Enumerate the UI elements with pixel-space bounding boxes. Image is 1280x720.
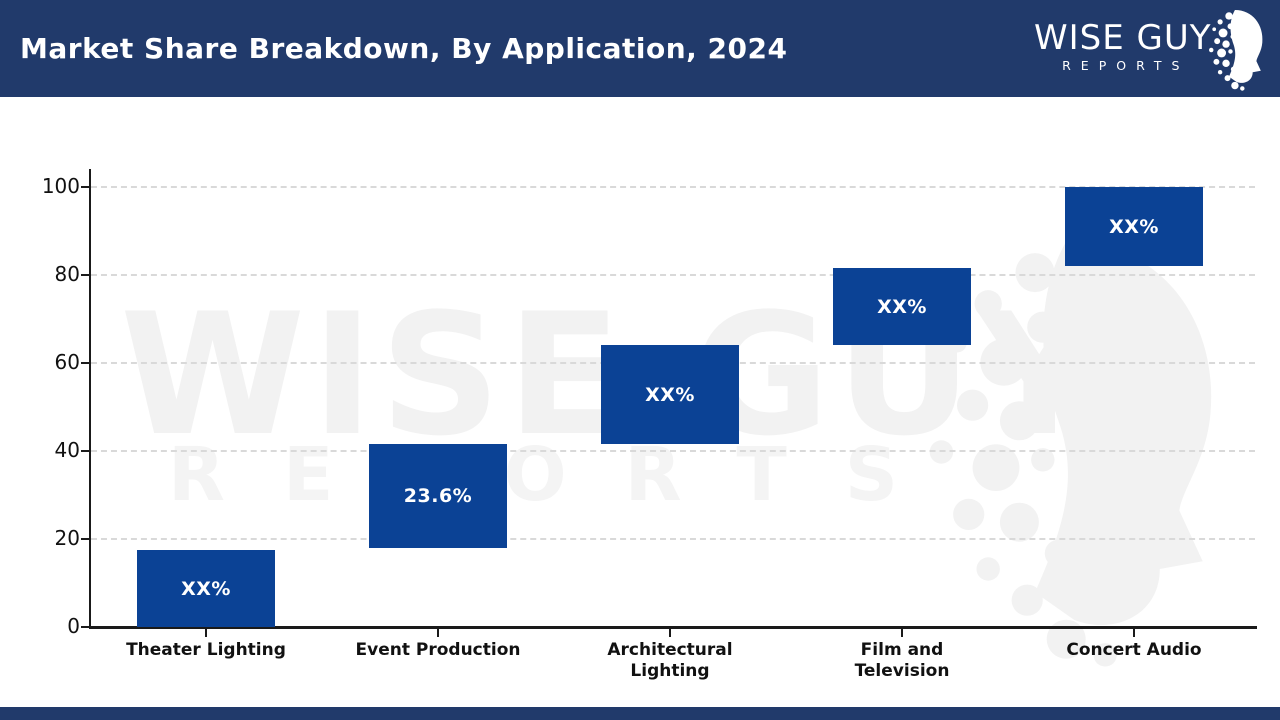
x-axis-tick-label: Theater Lighting: [126, 640, 286, 660]
bar-value-label: XX%: [645, 383, 695, 406]
bar-value-label: XX%: [1109, 215, 1159, 238]
dotted-head-icon: [1209, 10, 1263, 91]
gridline: [91, 186, 1255, 188]
y-axis-tick-label: 80: [54, 262, 80, 286]
bar-value-label: 23.6%: [403, 485, 473, 508]
logo-text: WISE GUY REPORTS: [1034, 20, 1212, 73]
bar: XX%: [137, 550, 275, 627]
y-axis-tick-label: 60: [54, 350, 80, 374]
gridline: [91, 450, 1255, 452]
gridline: [91, 538, 1255, 540]
bar: XX%: [1065, 187, 1203, 267]
wiseguy-logo: WISE GUY REPORTS: [1006, 6, 1266, 92]
logo-subtitle: REPORTS: [1062, 58, 1190, 73]
y-axis-tick: [81, 186, 89, 188]
gridline: [91, 274, 1255, 276]
bar: XX%: [833, 268, 971, 346]
bar-value-label: XX%: [877, 295, 927, 318]
y-axis-line: [89, 169, 91, 628]
y-axis-tick: [81, 538, 89, 540]
y-axis-tick-label: 40: [54, 438, 80, 462]
y-axis-tick-label: 20: [54, 526, 80, 550]
bar-value-label: XX%: [181, 577, 231, 600]
x-axis-tick: [437, 629, 439, 637]
watermark-head-icon: [929, 241, 1212, 667]
x-axis-tick: [1133, 629, 1135, 637]
logo-name: WISE GUY: [1034, 18, 1212, 58]
bar: XX%: [601, 345, 739, 445]
chart-area: WISE GUY REPORTS 0 20 40 60 80 100 XX% Theater …: [0, 97, 1280, 707]
page-title: Market Share Breakdown, By Application, …: [20, 32, 788, 65]
x-axis-tick-label: Film and Television: [854, 640, 950, 681]
x-axis-tick-label: Event Production: [355, 640, 521, 660]
y-axis-tick-label: 0: [67, 614, 80, 638]
y-axis-tick-label: 100: [41, 174, 80, 198]
x-axis-tick: [205, 629, 207, 637]
x-axis-tick: [901, 629, 903, 637]
x-axis-tick: [669, 629, 671, 637]
x-axis-tick-label: Architectural Lighting: [607, 640, 733, 681]
x-axis-line: [89, 626, 1257, 629]
bar: 23.6%: [369, 444, 507, 549]
y-axis-tick: [81, 626, 89, 628]
y-axis-tick: [81, 362, 89, 364]
y-axis-tick: [81, 274, 89, 276]
x-axis-tick-label: Concert Audio: [1066, 640, 1202, 660]
watermark-reports-text: REPORTS: [168, 432, 957, 518]
y-axis-tick: [81, 450, 89, 452]
footer-bar: [0, 707, 1280, 720]
header-bar: Market Share Breakdown, By Application, …: [0, 0, 1280, 97]
